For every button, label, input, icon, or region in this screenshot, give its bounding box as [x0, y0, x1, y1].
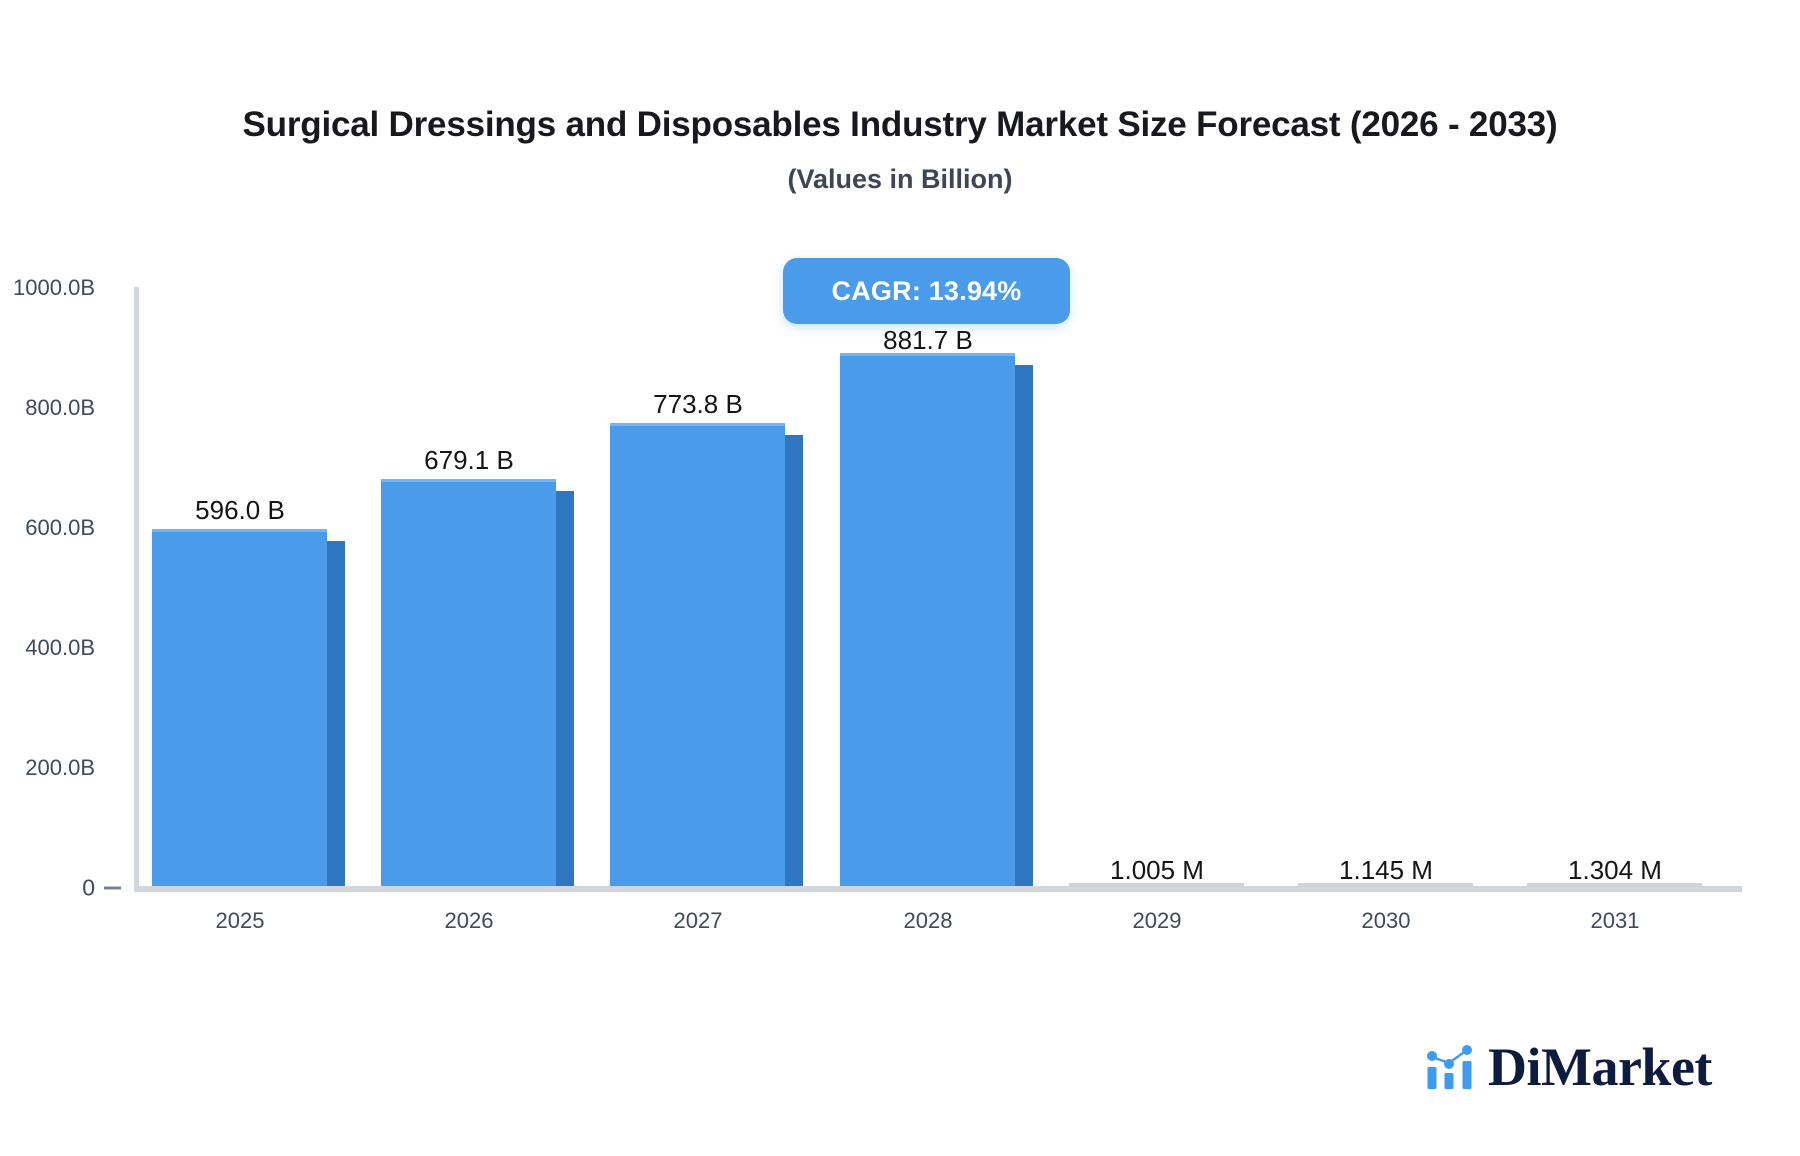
bar-2027-side — [785, 435, 803, 886]
y-axis-tick-800: 800.0B — [25, 395, 95, 420]
bar-2027 — [610, 423, 785, 886]
bar-value-2026: 679.1 B — [424, 445, 514, 475]
page-title: Surgical Dressings and Disposables Indus… — [242, 105, 1558, 144]
bar-2025 — [152, 529, 327, 886]
bar-2030 — [1298, 883, 1473, 886]
y-axis-tick-200: 200.0B — [25, 755, 95, 780]
bar-2026 — [381, 479, 556, 886]
bar-value-2031: 1.304 M — [1568, 855, 1662, 885]
bar-2028-side — [1015, 365, 1033, 886]
bar-2031 — [1527, 883, 1702, 886]
y-axis-tick-0: 0 — [82, 874, 95, 901]
x-axis-label-2026: 2026 — [444, 908, 494, 933]
bar-2028-top — [840, 353, 1015, 356]
x-axis-label-2031: 2031 — [1590, 908, 1640, 933]
x-axis-label-2028: 2028 — [903, 908, 953, 933]
bar-2027-top — [610, 423, 785, 426]
bar-2025-top — [152, 529, 327, 532]
bar-value-2028: 881.7 B — [883, 325, 973, 355]
cagr-badge: CAGR: 13.94% — [783, 258, 1070, 324]
x-axis-label-2027: 2027 — [673, 908, 723, 933]
y-axis-tick-600: 600.0B — [25, 515, 95, 540]
bar-2028 — [840, 353, 1015, 886]
bar-2026-top — [381, 479, 556, 482]
bar-2029 — [1069, 883, 1244, 886]
brand-logo: DiMarket — [1424, 1040, 1712, 1094]
bar-value-2027: 773.8 B — [653, 389, 743, 419]
bar-value-2029: 1.005 M — [1110, 855, 1204, 885]
x-axis-label-2029: 2029 — [1132, 908, 1182, 933]
x-axis-label-2025: 2025 — [215, 908, 265, 933]
brand-logo-text: DiMarket — [1488, 1037, 1712, 1097]
bar-2025-side — [327, 541, 345, 886]
chart-subtitle: (Values in Billion) — [787, 164, 1013, 194]
bar-chart-logo-icon — [1427, 1045, 1472, 1089]
y-axis-line — [134, 287, 139, 888]
chart-title-block: Surgical Dressings and Disposables Indus… — [0, 104, 1800, 195]
bar-value-2030: 1.145 M — [1339, 855, 1433, 885]
y-axis-tick-1000: 1000.0B — [13, 275, 95, 300]
bar-2026-side — [556, 491, 574, 886]
y-axis-tick-400: 400.0B — [25, 635, 95, 660]
x-axis-label-2030: 2030 — [1361, 908, 1411, 933]
y-axis-tick-mark-0 — [104, 886, 121, 890]
cagr-badge-label: CAGR: 13.94% — [831, 275, 1022, 306]
bar-value-2025: 596.0 B — [195, 495, 285, 525]
x-axis-line — [134, 886, 1742, 892]
